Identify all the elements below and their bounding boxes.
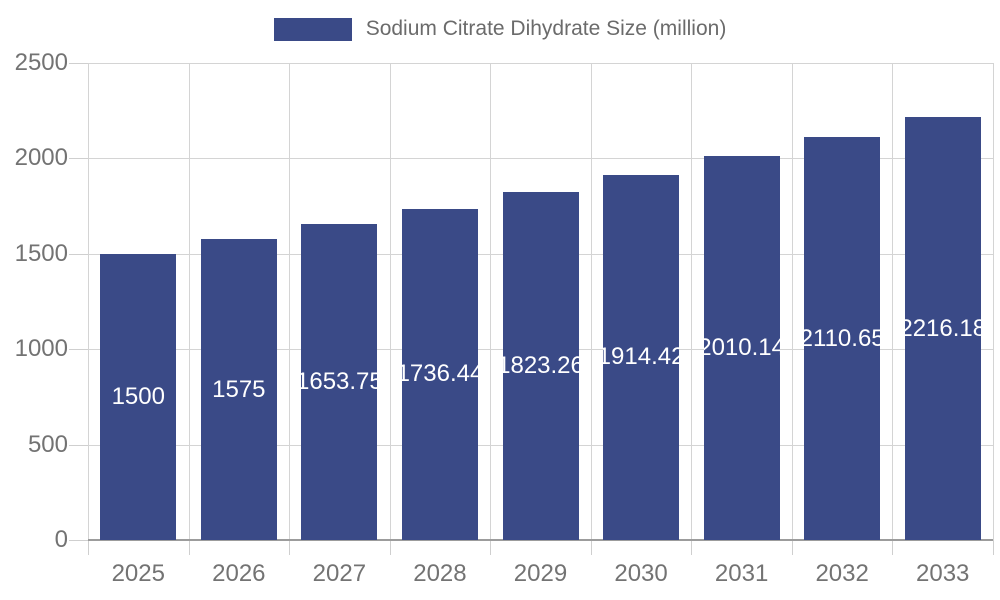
x-tick-label: 2025 [111, 560, 165, 587]
x-axis-line [88, 539, 993, 541]
bar-value-label: 2216.18 [904, 314, 981, 342]
y-tick-label: 500 [27, 430, 68, 458]
x-axis-tick [389, 540, 391, 555]
gridline-vertical [490, 63, 492, 540]
bar: 1500 [100, 253, 177, 540]
x-tick-label: 2030 [614, 560, 668, 587]
bar: 2110.65 [804, 137, 881, 540]
x-axis-tick [289, 540, 291, 555]
bar-value-label: 1500 [111, 382, 165, 410]
legend-label: Sodium Citrate Dihydrate Size (million) [365, 17, 727, 40]
x-axis-tick [590, 540, 592, 555]
gridline-vertical [892, 63, 894, 540]
x-axis-tick [993, 540, 994, 555]
bar: 2216.18 [904, 117, 981, 540]
x-tick-label: 2027 [312, 560, 367, 587]
bar-value-label: 2110.65 [804, 324, 881, 352]
gridline-vertical [590, 63, 592, 540]
bar: 1575 [200, 239, 277, 540]
y-axis-tick [69, 253, 88, 255]
gridline-vertical [389, 63, 391, 540]
gridline-vertical [88, 63, 89, 540]
y-tick-label: 0 [54, 526, 68, 553]
x-axis-tick [892, 540, 894, 555]
x-axis-tick [691, 540, 693, 555]
bar: 1653.75 [301, 224, 378, 540]
gridline-vertical [188, 63, 190, 540]
x-tick-label: 2028 [413, 560, 467, 587]
gridline-horizontal [88, 63, 993, 64]
y-tick-label: 2000 [14, 144, 68, 172]
bar-value-label: 1914.42 [603, 343, 680, 371]
bar: 2010.14 [703, 156, 780, 540]
x-tick-label: 2029 [513, 560, 568, 587]
x-axis-tick [490, 540, 492, 555]
gridline-vertical [791, 63, 793, 540]
y-tick-label: 2500 [14, 49, 68, 76]
gridline-vertical [993, 63, 994, 540]
x-axis-tick [188, 540, 190, 555]
y-axis-tick [69, 349, 88, 351]
x-tick-label: 2031 [714, 560, 769, 587]
bar: 1736.44 [401, 208, 478, 540]
y-axis-tick [69, 63, 88, 64]
bar-value-label: 1575 [212, 375, 266, 403]
y-tick-label: 1500 [14, 239, 68, 267]
legend[interactable]: Sodium Citrate Dihydrate Size (million) [0, 17, 1000, 41]
bar-value-label: 1823.26 [502, 352, 579, 380]
gridline-vertical [691, 63, 693, 540]
legend-swatch [273, 17, 352, 41]
y-axis-tick [69, 158, 88, 160]
y-tick-label: 1000 [14, 335, 68, 363]
gridline-horizontal [88, 158, 993, 160]
bar: 1914.42 [603, 174, 680, 540]
bar-value-label: 1736.44 [401, 360, 478, 388]
x-tick-label: 2033 [916, 560, 970, 587]
bar-value-label: 2010.14 [703, 334, 780, 362]
x-axis-tick [88, 540, 89, 555]
bar-value-label: 1653.75 [301, 368, 378, 396]
bar: 1823.26 [502, 192, 579, 540]
gridline-vertical [289, 63, 291, 540]
y-axis-tick [69, 540, 88, 541]
x-tick-label: 2032 [815, 560, 869, 587]
x-axis-tick [791, 540, 793, 555]
x-tick-label: 2026 [212, 560, 266, 587]
y-axis-tick [69, 444, 88, 446]
